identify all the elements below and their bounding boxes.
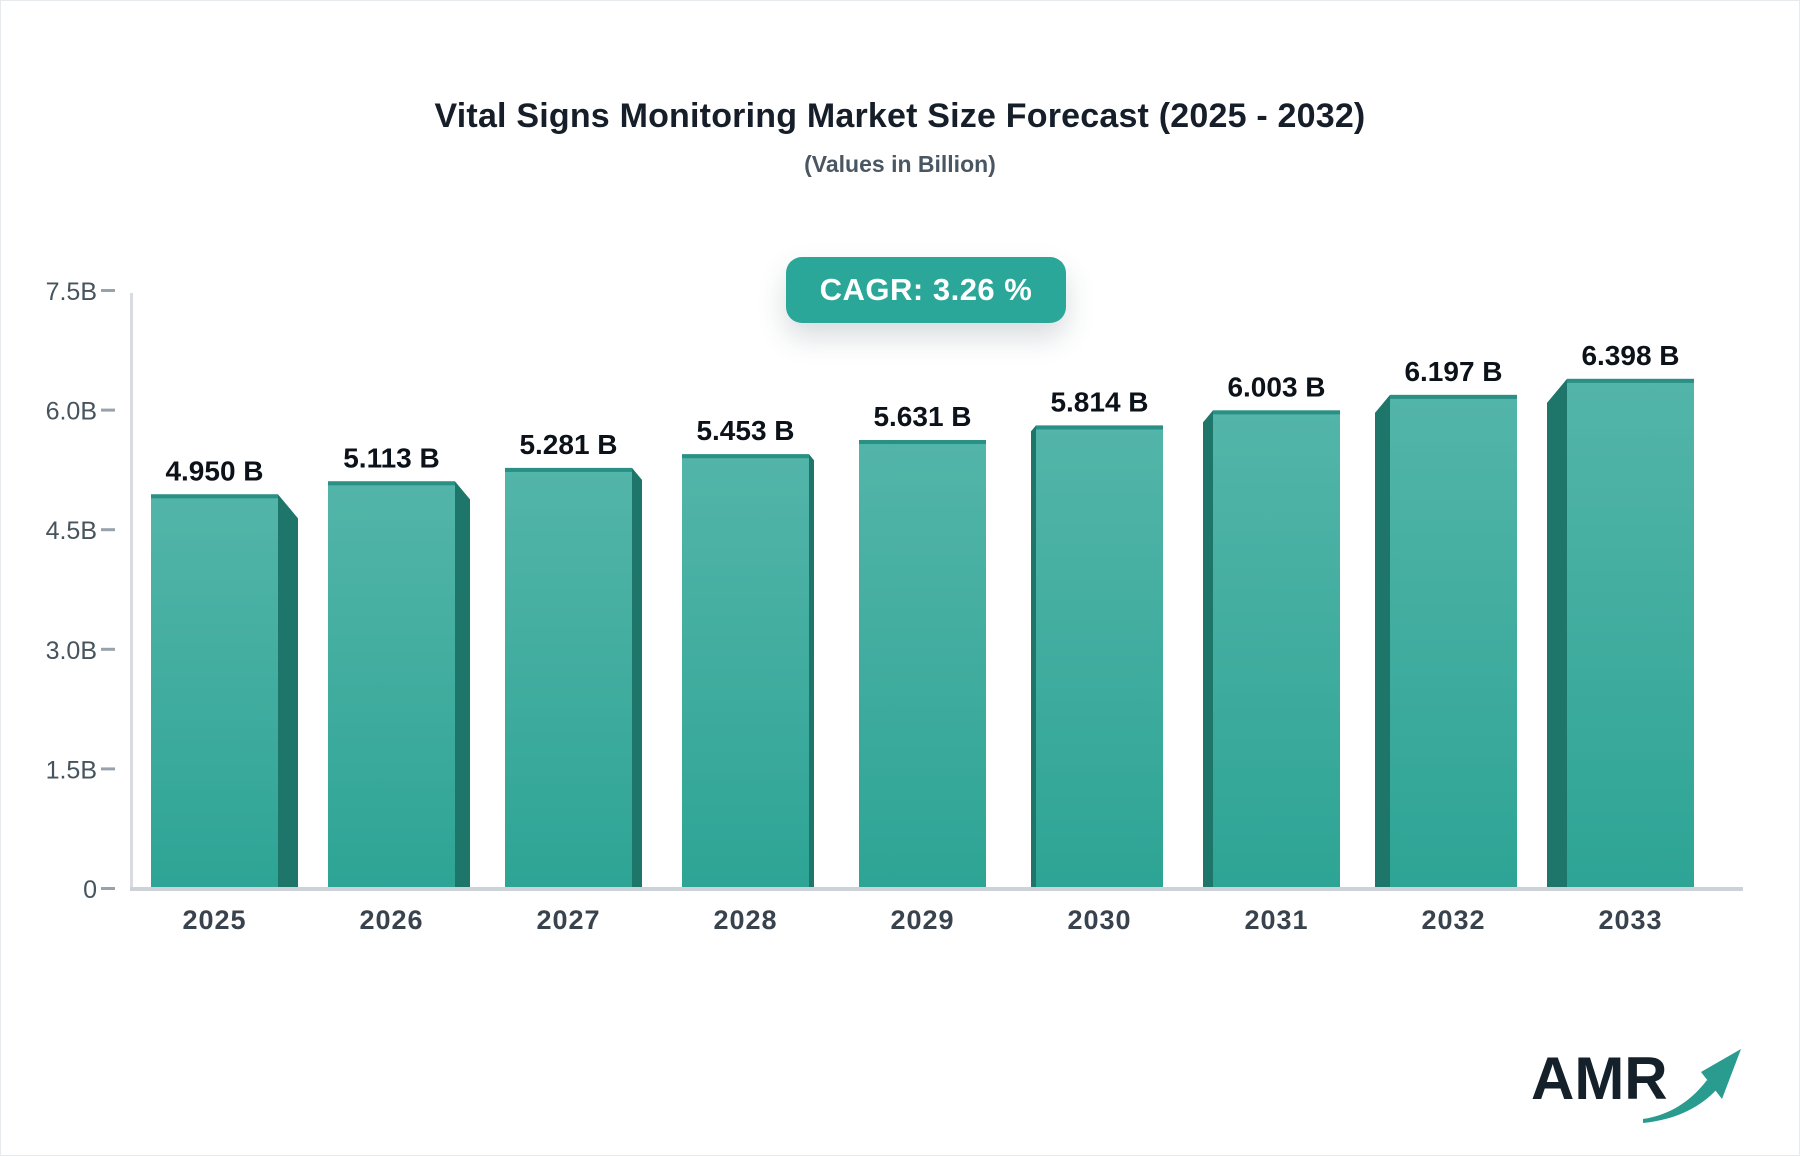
x-axis-label: 2030: [1067, 905, 1131, 935]
bar-side-face: [278, 494, 298, 889]
bar-value-label: 6.003 B: [1227, 371, 1325, 402]
bar-top-edge: [682, 454, 809, 459]
bar-value-label: 5.631 B: [873, 401, 971, 432]
bar-front-face: [328, 481, 455, 891]
bar-side-face: [1203, 410, 1213, 889]
bar-2032[interactable]: 6.197 B 2032: [1375, 356, 1517, 935]
bar-top-edge: [151, 494, 278, 499]
y-axis-label: 4.5B: [46, 517, 97, 545]
y-tick-mark: [101, 408, 115, 412]
bar-front-face: [1567, 378, 1694, 892]
bar-value-label: 5.453 B: [696, 415, 794, 446]
bar-side-face: [1547, 378, 1567, 889]
bar-side-face: [632, 467, 642, 889]
bar-top-edge: [328, 481, 455, 486]
amr-logo: AMR: [1531, 1041, 1751, 1131]
x-axis-label: 2028: [713, 905, 777, 935]
bar-2029[interactable]: 5.631 B 2029: [859, 401, 986, 935]
bar-2030[interactable]: 5.814 B 2030: [1031, 386, 1163, 935]
y-axis-label: 6.0B: [46, 398, 97, 426]
y-tick-mark: [101, 767, 115, 771]
bar-side-face: [1375, 394, 1390, 889]
page-subtitle: (Values in Billion): [804, 151, 996, 177]
y-axis-label: 7.5B: [46, 278, 97, 306]
page-title: Vital Signs Monitoring Market Size Forec…: [434, 97, 1366, 135]
bar-top-edge: [1213, 410, 1340, 415]
x-axis-line: [130, 887, 1743, 891]
bar-value-label: 5.814 B: [1050, 386, 1148, 417]
y-tick-mark: [101, 887, 115, 890]
x-axis-label: 2026: [359, 905, 423, 935]
bar-side-face: [455, 481, 470, 889]
bar-top-edge: [1390, 394, 1517, 399]
bar-top-edge: [505, 467, 632, 472]
x-axis-label: 2025: [182, 905, 246, 935]
bar-front-face: [859, 440, 986, 891]
bar-value-label: 6.398 B: [1581, 340, 1679, 371]
bar-top-edge: [859, 440, 986, 445]
bar-2027[interactable]: 5.281 B 2027: [505, 429, 642, 935]
y-axis-line: [130, 293, 133, 889]
bar-front-face: [1036, 425, 1163, 891]
bar-value-label: 5.113 B: [343, 442, 440, 473]
logo-text: AMR: [1531, 1045, 1668, 1112]
y-axis-label: 1.5B: [46, 756, 97, 784]
bar-front-face: [151, 494, 278, 891]
bar-2031[interactable]: 6.003 B 2031: [1203, 371, 1340, 935]
bar-side-face: [1031, 425, 1036, 889]
x-axis-label: 2033: [1598, 905, 1662, 935]
y-tick-mark: [101, 289, 115, 292]
x-axis-label: 2027: [536, 905, 600, 935]
x-axis-label: 2031: [1244, 905, 1308, 935]
bar-top-edge: [1567, 378, 1694, 383]
x-axis-label: 2029: [890, 905, 954, 935]
bar-2025[interactable]: 4.950 B 2025: [151, 455, 298, 935]
bar-front-face: [1390, 394, 1517, 891]
bar-2026[interactable]: 5.113 B 2026: [328, 442, 470, 935]
bar-front-face: [1213, 410, 1340, 891]
bar-front-face: [505, 467, 632, 891]
cagr-badge: CAGR: 3.26 %: [786, 257, 1066, 323]
x-axis-label: 2032: [1421, 905, 1485, 935]
bar-top-edge: [1036, 425, 1163, 430]
bar-side-face: [809, 454, 814, 889]
y-tick-mark: [101, 528, 115, 532]
bar-front-face: [682, 454, 809, 891]
y-tick-mark: [101, 647, 115, 651]
growth-arrow-icon: [1643, 1049, 1741, 1123]
y-axis-label: 0: [83, 876, 97, 904]
bar-value-label: 4.950 B: [165, 455, 263, 486]
bar-2033[interactable]: 6.398 B 2033: [1547, 340, 1694, 935]
y-axis-label: 3.0B: [46, 637, 97, 665]
bar-chart: 0 1.5B 3.0B 4.5B 6.0B 7.5B 4.950 B 2025 5.113 B 2…: [46, 278, 1743, 935]
bar-2028[interactable]: 5.453 B 2028: [682, 415, 814, 935]
bar-value-label: 6.197 B: [1404, 356, 1502, 387]
bar-value-label: 5.281 B: [519, 429, 617, 460]
